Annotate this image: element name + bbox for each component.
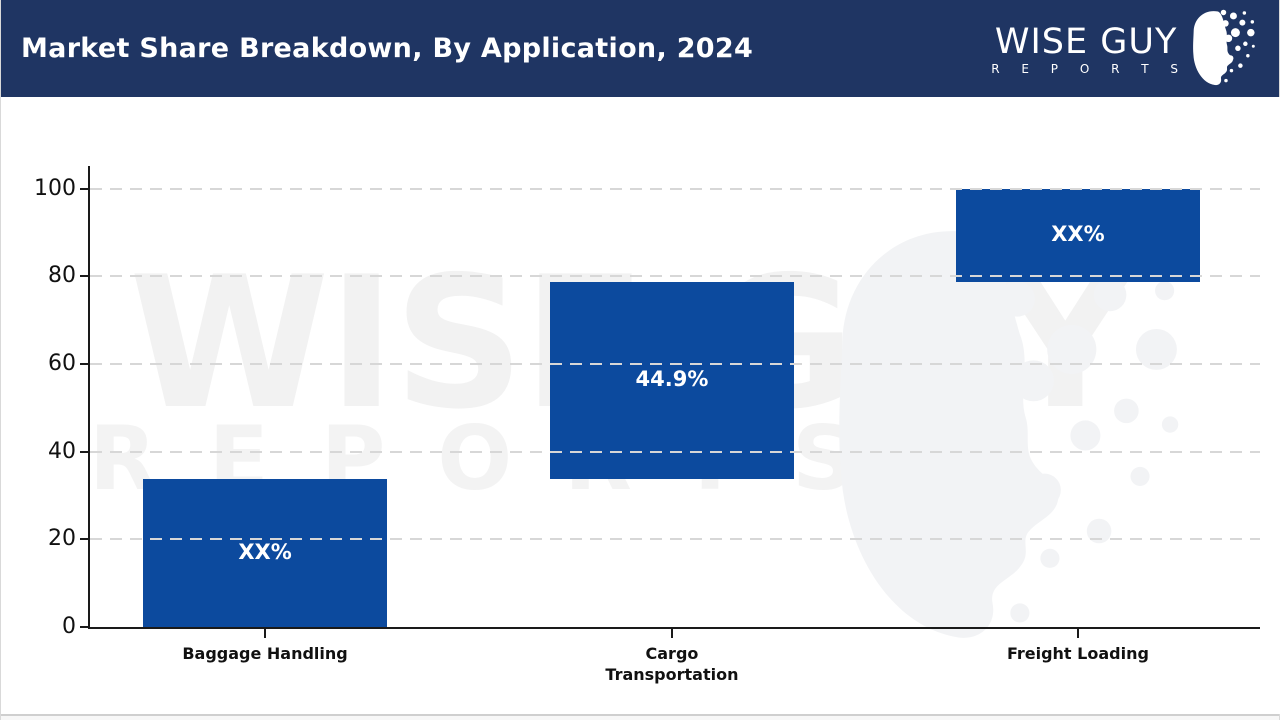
x-tick-label-line: Cargo — [645, 644, 699, 663]
bar-0: XX% — [143, 478, 388, 627]
brand-face-icon — [1193, 9, 1255, 86]
y-tick-label-40: 40 — [48, 438, 76, 464]
bar-2: XX% — [955, 188, 1200, 282]
y-tick-100 — [80, 187, 88, 190]
x-tick-label-1: Cargo Transportation — [605, 643, 738, 685]
plot-area: 0 20 40 60 80 100 XX% Baggage Handling 44.9% Carg… — [34, 166, 1260, 684]
header-bar: Market Share Breakdown, By Application, … — [1, 0, 1279, 97]
bar-value-label: XX% — [1051, 222, 1105, 247]
x-tick-2 — [1076, 629, 1079, 638]
brand-logo-subtitle: R E P O R T S — [991, 62, 1187, 77]
y-tick-60 — [80, 362, 88, 365]
x-tick-label-2: Freight Loading — [1007, 643, 1149, 664]
footer-divider — [1, 714, 1279, 720]
bar-value-label: 44.9% — [635, 367, 709, 392]
y-tick-40 — [80, 450, 88, 453]
y-tick-label-20: 20 — [48, 526, 76, 552]
chart-area: WISE GUY REPORTS 020406080100XX%Baggage … — [1, 97, 1280, 714]
brand-logo: WISE GUY R E P O R T S — [985, 8, 1265, 92]
x-tick-label-0: Baggage Handling — [182, 643, 347, 664]
gridline-80 — [90, 275, 1260, 278]
bar-value-label: XX% — [238, 539, 292, 564]
y-tick-80 — [80, 275, 88, 278]
y-tick-0 — [80, 626, 88, 628]
gridline-40 — [90, 450, 1260, 453]
bar-1: 44.9% — [549, 281, 794, 479]
x-tick-label-line: Freight Loading — [1006, 644, 1149, 663]
gridline-20 — [90, 538, 1260, 541]
page-title: Market Share Breakdown, By Application, … — [21, 33, 754, 64]
y-tick-label-80: 80 — [48, 263, 76, 289]
y-tick-label-100: 100 — [34, 175, 76, 201]
x-tick-1 — [670, 629, 673, 638]
x-tick-label-line: Baggage Handling — [182, 644, 348, 663]
y-tick-label-0: 0 — [62, 614, 76, 639]
x-axis-line — [88, 627, 1260, 629]
brand-logo-name: WISE GUY — [994, 21, 1178, 62]
y-tick-20 — [80, 538, 88, 541]
gridline-100 — [90, 187, 1260, 190]
x-tick-label-line: Transportation — [605, 665, 739, 684]
brand-logo-text: WISE GUY R E P O R T S — [985, 21, 1187, 77]
y-axis-line — [88, 166, 90, 629]
gridline-60 — [90, 362, 1260, 365]
y-tick-label-60: 60 — [48, 350, 76, 376]
x-tick-0 — [264, 629, 267, 638]
